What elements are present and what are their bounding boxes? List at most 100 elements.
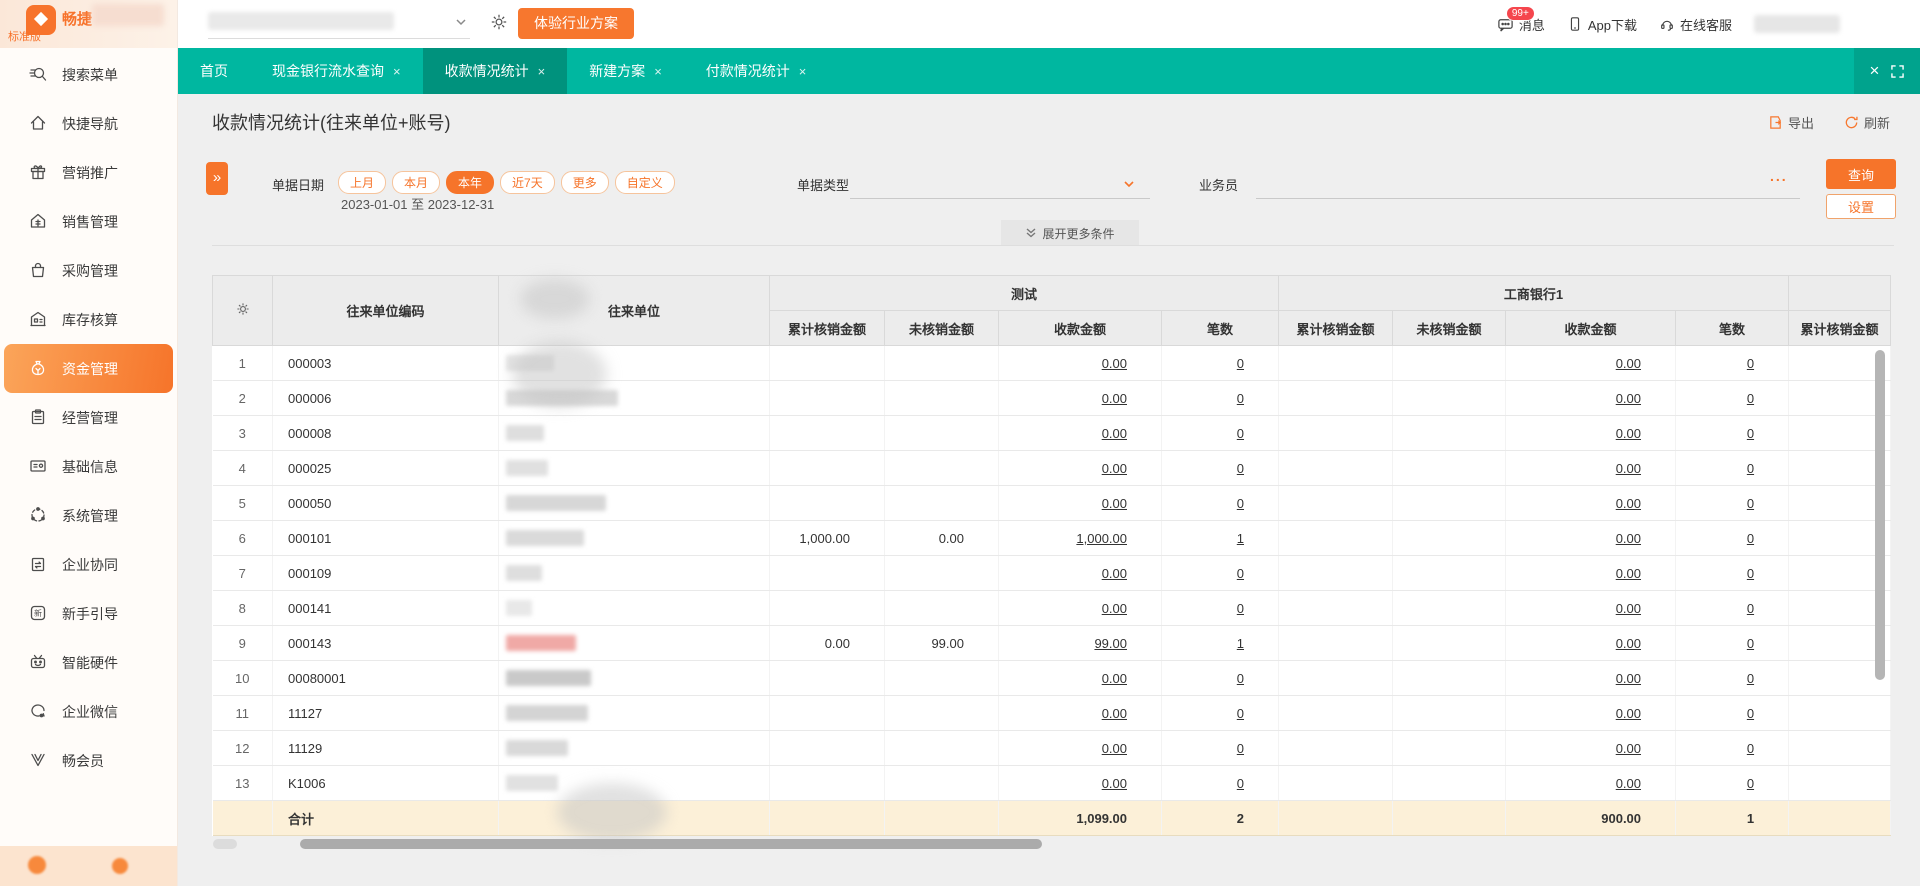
cell-receipt-amount[interactable]: 0.00 — [998, 730, 1162, 766]
tab-close-icon[interactable]: × — [798, 63, 807, 79]
sub-col-header[interactable]: 累计核销金额 — [769, 310, 885, 346]
date-pill-自定义[interactable]: 自定义 — [614, 171, 675, 194]
cell-receipt-amount[interactable]: 0.00 — [998, 485, 1162, 521]
cell-receipt-amount[interactable]: 0.00 — [998, 660, 1162, 696]
cell-receipt-amount[interactable]: 0.00 — [1505, 730, 1677, 766]
sub-col-header[interactable]: 未核销金额 — [1392, 310, 1507, 346]
col-header-code[interactable]: 往来单位编码 — [272, 275, 499, 346]
cell-count[interactable]: 0 — [1675, 555, 1790, 591]
cell-receipt-amount[interactable]: 99.00 — [998, 625, 1162, 661]
horizontal-scrollbar-thumb[interactable] — [300, 839, 1042, 849]
vertical-scrollbar-thumb[interactable] — [1875, 350, 1885, 680]
tab-5[interactable]: 付款情况统计 × — [684, 48, 829, 94]
cell-count[interactable]: 1 — [1161, 520, 1280, 556]
sub-col-header[interactable]: 未核销金额 — [884, 310, 999, 346]
cell-count[interactable]: 0 — [1161, 660, 1280, 696]
cell-receipt-amount[interactable]: 0.00 — [1505, 485, 1677, 521]
date-range-value[interactable]: 2023-01-01 至 2023-12-31 — [341, 197, 495, 212]
chevron-down-icon[interactable] — [454, 15, 468, 34]
tab-close-icon[interactable]: × — [537, 63, 546, 79]
sidebar-item-1[interactable]: 搜索菜单 — [0, 50, 177, 99]
cell-count[interactable]: 0 — [1675, 695, 1790, 731]
cell-receipt-amount[interactable]: 0.00 — [998, 555, 1162, 591]
sidebar-item-6[interactable]: 库存核算 — [0, 295, 177, 344]
sidebar-item-12[interactable]: 新 新手引导 — [0, 589, 177, 638]
cell-count[interactable]: 0 — [1161, 555, 1280, 591]
cell-count[interactable]: 0 — [1161, 730, 1280, 766]
refresh-button[interactable]: 刷新 — [1844, 113, 1890, 132]
expand-more-conditions[interactable]: 展开更多条件 — [1001, 220, 1139, 246]
column-settings-gear-icon[interactable] — [212, 275, 273, 346]
cell-count[interactable]: 0 — [1675, 485, 1790, 521]
experience-plan-button[interactable]: 体验行业方案 — [518, 8, 634, 39]
cell-count[interactable]: 0 — [1675, 520, 1790, 556]
cell-receipt-amount[interactable]: 0.00 — [998, 695, 1162, 731]
cell-receipt-amount[interactable]: 0.00 — [998, 590, 1162, 626]
gear-icon[interactable] — [490, 13, 508, 36]
cell-receipt-amount[interactable]: 0.00 — [998, 380, 1162, 416]
sidebar-item-13[interactable]: 智能硬件 — [0, 638, 177, 687]
sidebar-item-14[interactable]: 企业微信 — [0, 687, 177, 736]
sidebar-item-11[interactable]: 企业协同 — [0, 540, 177, 589]
date-pill-更多[interactable]: 更多 — [560, 171, 609, 194]
messages-item[interactable]: 99+ 消息 — [1497, 5, 1545, 34]
cell-count[interactable]: 0 — [1161, 415, 1280, 451]
cell-count[interactable]: 0 — [1161, 485, 1280, 521]
cell-receipt-amount[interactable]: 0.00 — [998, 765, 1162, 801]
cell-receipt-amount[interactable]: 1,000.00 — [998, 520, 1162, 556]
cell-count[interactable]: 0 — [1675, 345, 1790, 381]
tab-4[interactable]: 新建方案 × — [567, 48, 684, 94]
cell-receipt-amount[interactable]: 0.00 — [1505, 520, 1677, 556]
online-service-item[interactable]: 在线客服 — [1659, 15, 1732, 34]
date-pill-本月[interactable]: 本月 — [392, 171, 441, 194]
sidebar-item-15[interactable]: 畅会员 — [0, 736, 177, 785]
cell-count[interactable]: 0 — [1161, 450, 1280, 486]
cell-receipt-amount[interactable]: 0.00 — [998, 415, 1162, 451]
cell-receipt-amount[interactable]: 0.00 — [1505, 590, 1677, 626]
date-pill-近7天[interactable]: 近7天 — [500, 171, 555, 194]
cell-receipt-amount[interactable]: 0.00 — [1505, 450, 1677, 486]
cell-count[interactable]: 0 — [1675, 660, 1790, 696]
close-all-tabs-icon[interactable]: × — [1869, 61, 1880, 80]
cell-count[interactable]: 0 — [1675, 590, 1790, 626]
col-header-partner[interactable]: 往来单位 — [498, 275, 770, 346]
cell-receipt-amount[interactable]: 900.00 — [1505, 800, 1677, 836]
cell-count[interactable]: 1 — [1161, 625, 1280, 661]
salesman-input[interactable] — [1256, 198, 1800, 199]
cell-receipt-amount[interactable]: 0.00 — [1505, 625, 1677, 661]
salesman-more-button[interactable]: ... — [1770, 168, 1788, 184]
sidebar-item-5[interactable]: 采购管理 — [0, 246, 177, 295]
sidebar-item-8[interactable]: 经营管理 — [0, 393, 177, 442]
cell-receipt-amount[interactable]: 0.00 — [1505, 415, 1677, 451]
cell-count[interactable]: 0 — [1675, 450, 1790, 486]
app-download-item[interactable]: App下载 — [1567, 15, 1637, 34]
sidebar-item-10[interactable]: 系统管理 — [0, 491, 177, 540]
sub-col-header[interactable]: 累计核销金额 — [1788, 310, 1892, 346]
sidebar-item-9[interactable]: 基础信息 — [0, 442, 177, 491]
cell-receipt-amount[interactable]: 0.00 — [1505, 660, 1677, 696]
tab-1[interactable]: 首页 — [178, 48, 250, 94]
sub-col-header[interactable]: 笔数 — [1675, 310, 1790, 346]
sub-col-header[interactable]: 累计核销金额 — [1278, 310, 1394, 346]
sub-col-header[interactable]: 笔数 — [1160, 310, 1280, 346]
doc-type-input[interactable] — [850, 198, 1150, 199]
cell-receipt-amount[interactable]: 0.00 — [1505, 765, 1677, 801]
cell-count[interactable]: 0 — [1675, 730, 1790, 766]
sub-col-header[interactable]: 收款金额 — [1505, 310, 1677, 346]
tab-2[interactable]: 现金银行流水查询 × — [250, 48, 423, 94]
cell-receipt-amount[interactable]: 0.00 — [1505, 555, 1677, 591]
tab-close-icon[interactable]: × — [654, 63, 662, 79]
sidebar-item-7[interactable]: 资金管理 — [4, 344, 173, 393]
date-pill-上月[interactable]: 上月 — [338, 171, 387, 194]
tab-3[interactable]: 收款情况统计 × — [422, 48, 568, 94]
cell-count[interactable]: 0 — [1675, 625, 1790, 661]
cell-count[interactable]: 2 — [1161, 800, 1280, 836]
query-button[interactable]: 查询 — [1826, 159, 1896, 189]
cell-count[interactable]: 1 — [1675, 800, 1790, 836]
cell-count[interactable]: 0 — [1161, 765, 1280, 801]
cell-receipt-amount[interactable]: 1,099.00 — [998, 800, 1162, 836]
sidebar-item-2[interactable]: 快捷导航 — [0, 99, 177, 148]
cell-receipt-amount[interactable]: 0.00 — [1505, 380, 1677, 416]
tab-close-icon[interactable]: × — [393, 63, 401, 79]
cell-receipt-amount[interactable]: 0.00 — [1505, 345, 1677, 381]
